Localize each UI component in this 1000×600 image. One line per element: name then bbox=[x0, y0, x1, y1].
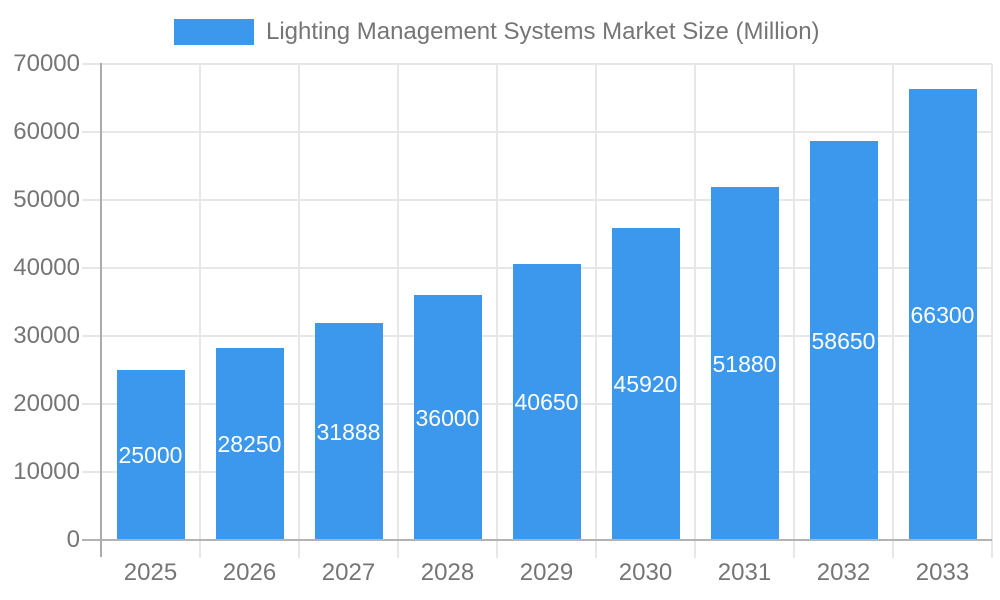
bar-value-label: 28250 bbox=[217, 430, 282, 457]
bar-2025: 25000 bbox=[116, 370, 185, 540]
x-tick-label: 2025 bbox=[123, 559, 178, 586]
y-tick-label: 30000 bbox=[13, 322, 80, 349]
x-axis-baseline bbox=[82, 539, 992, 541]
gridline-vertical bbox=[298, 64, 300, 558]
x-tick-label: 2033 bbox=[915, 559, 970, 586]
x-tick-label: 2026 bbox=[222, 559, 277, 586]
bar-value-label: 51880 bbox=[712, 350, 777, 377]
bar-value-label: 58650 bbox=[811, 327, 876, 354]
bar-2028: 36000 bbox=[413, 295, 482, 540]
bar-2029: 40650 bbox=[512, 263, 581, 540]
bar-2030: 45920 bbox=[611, 227, 680, 540]
gridline-horizontal bbox=[82, 199, 992, 201]
gridline-vertical bbox=[595, 64, 597, 558]
x-tick-label: 2032 bbox=[816, 559, 871, 586]
bar-2031: 51880 bbox=[710, 187, 779, 540]
bar-value-label: 36000 bbox=[415, 404, 480, 431]
bar-2026: 28250 bbox=[215, 347, 284, 540]
y-tick-label: 40000 bbox=[13, 254, 80, 281]
gridline-vertical bbox=[496, 64, 498, 558]
gridline-horizontal bbox=[82, 131, 992, 133]
bar-value-label: 25000 bbox=[118, 442, 183, 468]
bar-value-label: 66300 bbox=[910, 301, 975, 328]
bar-value-label: 31888 bbox=[316, 418, 381, 445]
y-tick-label: 50000 bbox=[13, 186, 80, 213]
bar-2032: 58650 bbox=[809, 141, 878, 540]
bar-2027: 31888 bbox=[314, 323, 383, 540]
y-tick-label: 70000 bbox=[13, 50, 80, 77]
y-tick-label: 20000 bbox=[13, 390, 80, 417]
y-tick-label: 60000 bbox=[13, 118, 80, 145]
y-tick-label: 10000 bbox=[13, 458, 80, 485]
x-tick-label: 2027 bbox=[321, 559, 376, 586]
legend-swatch bbox=[174, 19, 254, 45]
gridline-vertical bbox=[991, 64, 993, 558]
y-axis-line bbox=[100, 63, 102, 557]
gridline-vertical bbox=[397, 64, 399, 558]
gridline-vertical bbox=[793, 64, 795, 558]
x-tick-label: 2030 bbox=[618, 559, 673, 586]
x-tick-label: 2028 bbox=[420, 559, 475, 586]
gridline-vertical bbox=[199, 64, 201, 558]
gridline-vertical bbox=[694, 64, 696, 558]
plot-area: 0 10000 20000 30000 40000 50000 60000 70000 2500… bbox=[13, 50, 993, 586]
gridline-horizontal bbox=[82, 63, 992, 65]
bar-2033: 66300 bbox=[908, 89, 977, 540]
gridline-vertical bbox=[892, 64, 894, 558]
y-tick-label: 0 bbox=[66, 526, 80, 553]
x-tick-label: 2031 bbox=[717, 559, 772, 586]
bar-value-label: 45920 bbox=[613, 370, 678, 397]
x-tick-label: 2029 bbox=[519, 559, 574, 586]
bar-value-label: 40650 bbox=[514, 388, 579, 415]
legend-label: Lighting Management Systems Market Size … bbox=[266, 18, 820, 45]
